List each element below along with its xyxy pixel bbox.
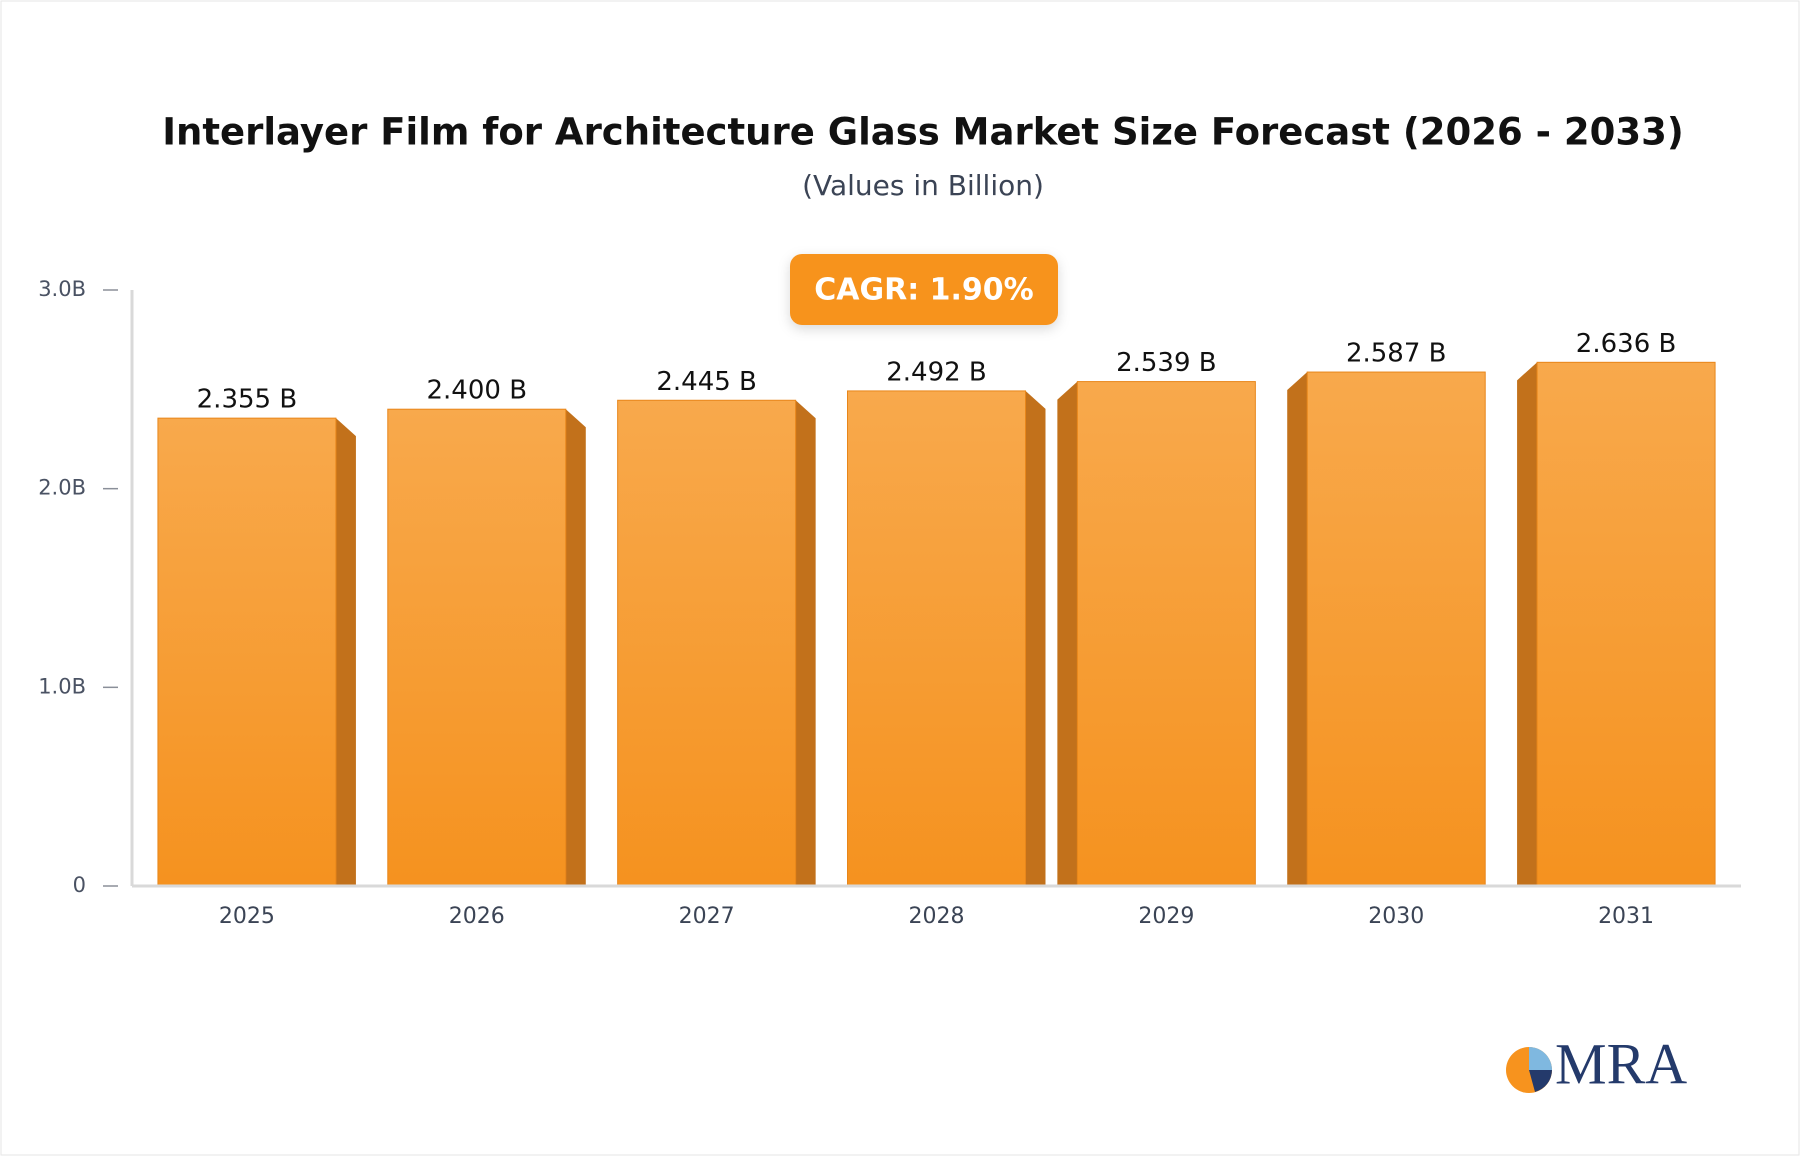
logo-slice [1529, 1070, 1552, 1092]
bar-front [157, 417, 337, 887]
bar-front [1536, 361, 1716, 887]
bar-front [387, 408, 567, 887]
bar-side [1057, 381, 1078, 886]
bar-side [1287, 372, 1308, 887]
chart-title: Interlayer Film for Architecture Glass M… [162, 111, 1684, 154]
bar-front [1076, 381, 1256, 887]
plot-area: 0 1.0B 2.0B 3.0B 2025 2.355 B 2026 2.400 B 2027 2… [38, 277, 1741, 929]
x-tick-label: 2028 [909, 904, 965, 929]
chart-subtitle: (Values in Billion) [802, 169, 1044, 202]
value-label: 2.492 B [886, 357, 987, 387]
logo: MRA [1506, 1031, 1687, 1096]
x-tick-label: 2031 [1598, 904, 1654, 929]
bar-side [1517, 362, 1538, 886]
bar-front [847, 390, 1026, 887]
bar-front [617, 399, 797, 887]
bar-side [1025, 390, 1046, 886]
value-label: 2.587 B [1346, 339, 1447, 369]
value-label: 2.445 B [656, 367, 757, 397]
cagr-box [790, 254, 1058, 325]
bar [617, 399, 816, 887]
x-tick-label: 2027 [679, 904, 735, 929]
bar [1057, 381, 1256, 887]
bar [387, 408, 586, 887]
value-label: 2.400 B [427, 376, 528, 406]
value-label: 2.539 B [1116, 348, 1217, 378]
bar [1517, 361, 1716, 887]
x-tick-label: 2026 [449, 904, 505, 929]
cagr-badge: CAGR: 1.90% [790, 254, 1058, 325]
bar-side [335, 418, 356, 886]
y-tick-label: 0 [73, 873, 86, 897]
x-tick-label: 2025 [219, 904, 275, 929]
x-tick-label: 2030 [1368, 904, 1424, 929]
value-label: 2.636 B [1576, 329, 1677, 359]
value-label: 2.355 B [197, 385, 298, 415]
bar [157, 417, 356, 887]
logo-text: MRA [1555, 1031, 1687, 1096]
bar-side [565, 409, 586, 886]
y-tick-label: 2.0B [38, 476, 86, 500]
x-tick-label: 2029 [1138, 904, 1194, 929]
cagr-label: CAGR: 1.90% [814, 273, 1033, 308]
bar-side [795, 400, 816, 886]
bar [1287, 371, 1486, 887]
y-tick-label: 1.0B [38, 674, 86, 698]
y-tick-label: 3.0B [38, 277, 86, 301]
bar [847, 390, 1046, 887]
bar-front [1306, 371, 1486, 887]
logo-slice [1529, 1047, 1552, 1070]
